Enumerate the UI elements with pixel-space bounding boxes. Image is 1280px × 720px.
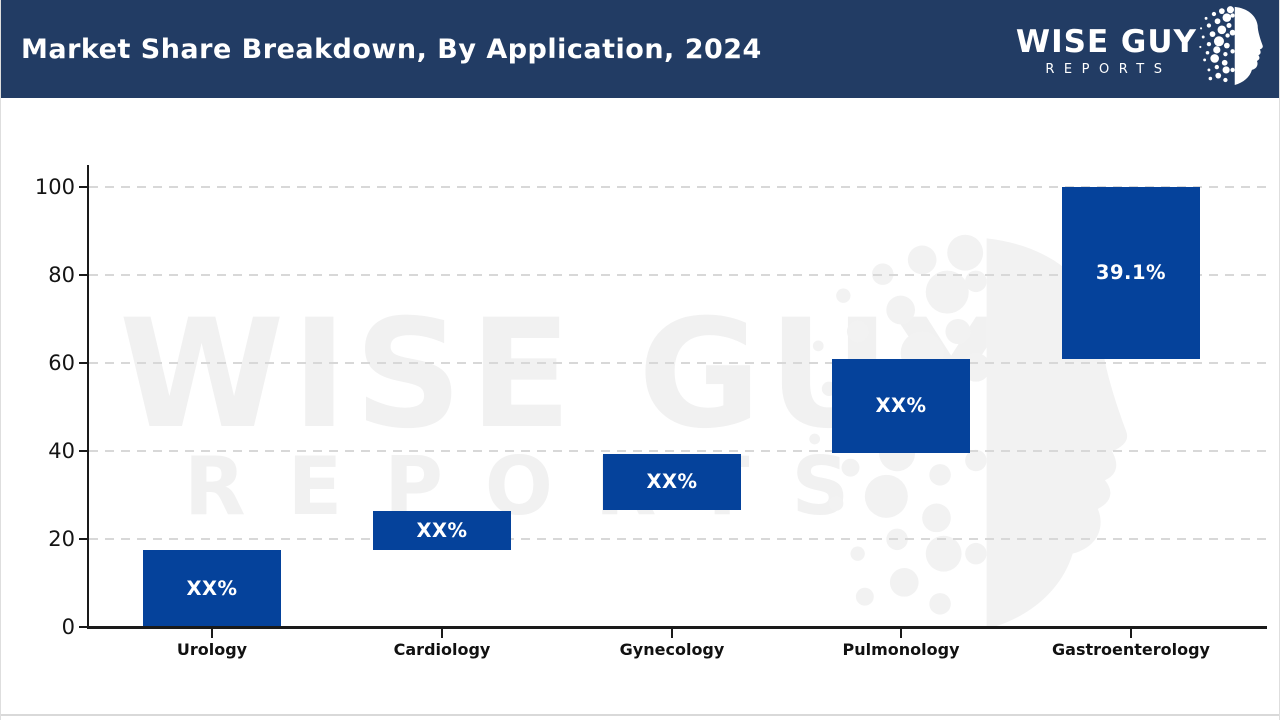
bar-cardiology: XX% xyxy=(373,510,511,550)
gridline xyxy=(89,538,1267,540)
y-axis-tick xyxy=(79,186,88,188)
category-label-pulmonology: Pulmonology xyxy=(842,640,960,659)
category-label-gynecology: Gynecology xyxy=(619,640,725,659)
y-axis-tick xyxy=(79,450,88,452)
gridline xyxy=(89,450,1267,452)
y-axis-tick xyxy=(79,626,88,628)
y-tick-label: 100 xyxy=(34,175,75,199)
header-bar: Market Share Breakdown, By Application, … xyxy=(1,0,1279,98)
page-title: Market Share Breakdown, By Application, … xyxy=(21,34,762,65)
y-axis-tick xyxy=(79,362,88,364)
y-axis xyxy=(87,165,89,629)
category-label-urology: Urology xyxy=(176,640,248,659)
x-axis-tick xyxy=(900,629,902,638)
bar-value-label: 39.1% xyxy=(1095,261,1167,285)
x-axis-tick xyxy=(441,629,443,638)
bar-gastroenterology: 39.1% xyxy=(1062,187,1200,359)
y-tick-label: 60 xyxy=(48,351,75,375)
logo-wordmark-text: WISE GUY xyxy=(1015,23,1197,60)
logo-head-icon xyxy=(1199,6,1263,85)
bar-value-label: XX% xyxy=(186,577,238,600)
bar-pulmonology: XX% xyxy=(832,358,970,453)
bar-gynecology: XX% xyxy=(603,453,741,510)
x-axis xyxy=(87,626,1267,629)
bar-value-label: XX% xyxy=(416,518,468,542)
gridline xyxy=(89,362,1267,364)
y-tick-label: 40 xyxy=(48,439,75,463)
x-axis-tick xyxy=(671,629,673,638)
logo-reports-text: REPORTS xyxy=(1045,61,1172,77)
category-label-gastroenterology: Gastroenterology xyxy=(1052,640,1210,659)
x-axis-tick xyxy=(211,629,213,638)
brand-logo: WISE GUY REPORTS xyxy=(1016,4,1265,90)
bottom-border-line xyxy=(1,714,1279,716)
category-label-cardiology: Cardiology xyxy=(393,640,491,659)
bar-value-label: XX% xyxy=(646,470,698,494)
y-tick-label: 20 xyxy=(48,527,75,551)
bar-value-label: XX% xyxy=(875,394,927,418)
logo-wordmark: WISE GUY REPORTS xyxy=(1016,24,1197,77)
y-axis-tick xyxy=(79,538,88,540)
gridline xyxy=(89,186,1267,188)
gridline xyxy=(89,274,1267,276)
x-axis-tick xyxy=(1130,629,1132,638)
y-tick-label: 80 xyxy=(48,263,75,287)
y-tick-label: 0 xyxy=(61,615,75,639)
y-axis-tick xyxy=(79,274,88,276)
bar-urology: XX% xyxy=(143,550,281,627)
